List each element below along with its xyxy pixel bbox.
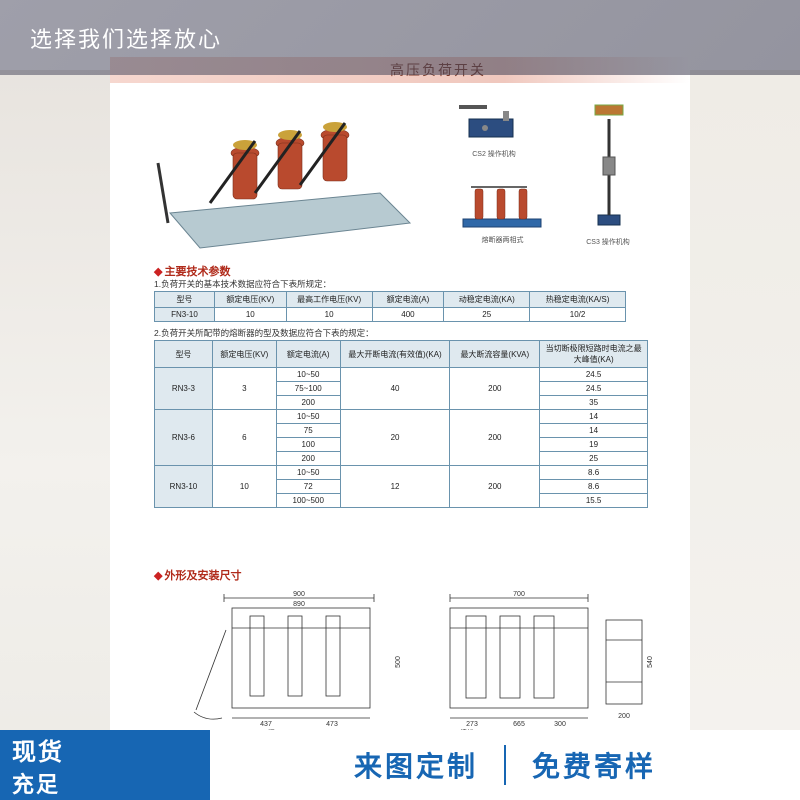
table2-break: 12 [340,466,450,508]
table2-break: 40 [340,368,450,410]
table1-cell: 10 [286,308,372,322]
svg-text:200: 200 [618,713,630,720]
table2-current: 10~50 [276,466,340,480]
table2-peak: 19 [540,438,648,452]
table2-current: 100 [276,438,340,452]
table2-voltage: 10 [212,466,276,508]
table2-header: 最大断流容量(KVA) [450,341,540,368]
accessory-photos: CS2 操作机构 熔断器两相式 [455,97,650,253]
footer-right-b: 免费寄样 [532,745,656,785]
svg-text:473: 473 [326,721,338,728]
table1-cell: FN3-10 [155,308,215,322]
table2-model: RN3-3 [155,368,213,410]
footer-promo-band: 现货 充足 来图定制 免费寄样 [0,730,800,800]
table2-current: 75~100 [276,382,340,396]
table2-model: RN3-10 [155,466,213,508]
main-product-photo [150,93,430,253]
section-dim-header: ◆外形及安装尺寸 [154,567,241,583]
table1-header: 额定电压(KV) [214,292,286,308]
footer-left-block: 现货 充足 [0,730,210,800]
table1-cell: 25 [444,308,530,322]
table1-cell: 10 [214,308,286,322]
table2-peak: 8.6 [540,466,648,480]
table1-header: 型号 [155,292,215,308]
dimension-drawings: 900 890 437 473 700 665 200 540 500 273 … [154,590,654,740]
top-slogan-text: 选择我们选择放心 [30,22,222,54]
note-1: 1.负荷开关的基本技术数据应符合下表所规定： [154,278,331,290]
table2-current: 200 [276,396,340,410]
table1-header: 热稳定电流(KA/S) [530,292,626,308]
section-dim-title: 外形及安装尺寸 [164,570,241,582]
table2-model: RN3-6 [155,410,213,466]
note-2: 2.负荷开关所配带的熔断器的型及数据应符合下表的规定： [154,327,374,339]
table2-peak: 15.5 [540,494,648,508]
table1-cell: 400 [372,308,444,322]
svg-text:437: 437 [260,721,272,728]
svg-text:540: 540 [647,656,654,668]
photo-row: CS2 操作机构 熔断器两相式 [150,93,650,253]
table2-peak: 14 [540,424,648,438]
table2-current: 72 [276,480,340,494]
svg-text:700: 700 [513,591,525,598]
table2-header: 当切断极限短路时电流之最大峰值(KA) [540,341,648,368]
footer-left-line2: 充足 [12,767,210,799]
table2-peak: 8.6 [540,480,648,494]
table1-header: 动稳定电流(KA) [444,292,530,308]
table2-voltage: 3 [212,368,276,410]
footer-divider [504,745,506,785]
table2-capacity: 200 [450,368,540,410]
table2-current: 100~500 [276,494,340,508]
table2-peak: 24.5 [540,368,648,382]
cs2-mechanism-icon [455,97,533,149]
catalog-page: 高压负荷开关 [110,5,690,725]
table2-current: 75 [276,424,340,438]
table2-header: 额定电压(KV) [212,341,276,368]
background-right [690,70,800,730]
fuse-assembly-icon [455,175,550,235]
table2-peak: 35 [540,396,648,410]
svg-text:300: 300 [554,721,566,728]
cs3-caption: CS3 操作机构 [573,237,643,247]
table2-current: 10~50 [276,410,340,424]
table2-break: 20 [340,410,450,466]
table1-cell: 10/2 [530,308,626,322]
svg-text:890: 890 [293,601,305,608]
table1-header: 额定电流(A) [372,292,444,308]
table2-header: 型号 [155,341,213,368]
table2-header: 最大开断电流(有效值)(KA) [340,341,450,368]
diamond-icon: ◆ [154,266,162,278]
section-params-header: ◆主要技术参数 [154,263,230,279]
table2-voltage: 6 [212,410,276,466]
table2-current: 200 [276,452,340,466]
fuse-caption: 熔断器两相式 [455,235,550,245]
footer-left-line1: 现货 [12,732,210,767]
background-left [0,70,110,730]
diamond-icon: ◆ [154,570,162,582]
table2-capacity: 200 [450,466,540,508]
table2-capacity: 200 [450,410,540,466]
section-params-title: 主要技术参数 [164,266,230,278]
cs3-mechanism-icon [573,97,643,237]
spec-table-2: 型号额定电压(KV)额定电流(A)最大开断电流(有效值)(KA)最大断流容量(K… [154,340,648,508]
svg-text:500: 500 [395,656,402,668]
svg-text:665: 665 [513,721,525,728]
table2-current: 10~50 [276,368,340,382]
table1-header: 最高工作电压(KV) [286,292,372,308]
footer-right-block: 来图定制 免费寄样 [210,730,800,800]
table2-header: 额定电流(A) [276,341,340,368]
svg-text:900: 900 [293,591,305,598]
svg-text:273: 273 [466,721,478,728]
footer-right-a: 来图定制 [354,745,478,785]
table2-peak: 25 [540,452,648,466]
cs2-caption: CS2 操作机构 [455,149,533,159]
table2-peak: 24.5 [540,382,648,396]
table2-peak: 14 [540,410,648,424]
spec-table-1: 型号额定电压(KV)最高工作电压(KV)额定电流(A)动稳定电流(KA)热稳定电… [154,291,626,322]
